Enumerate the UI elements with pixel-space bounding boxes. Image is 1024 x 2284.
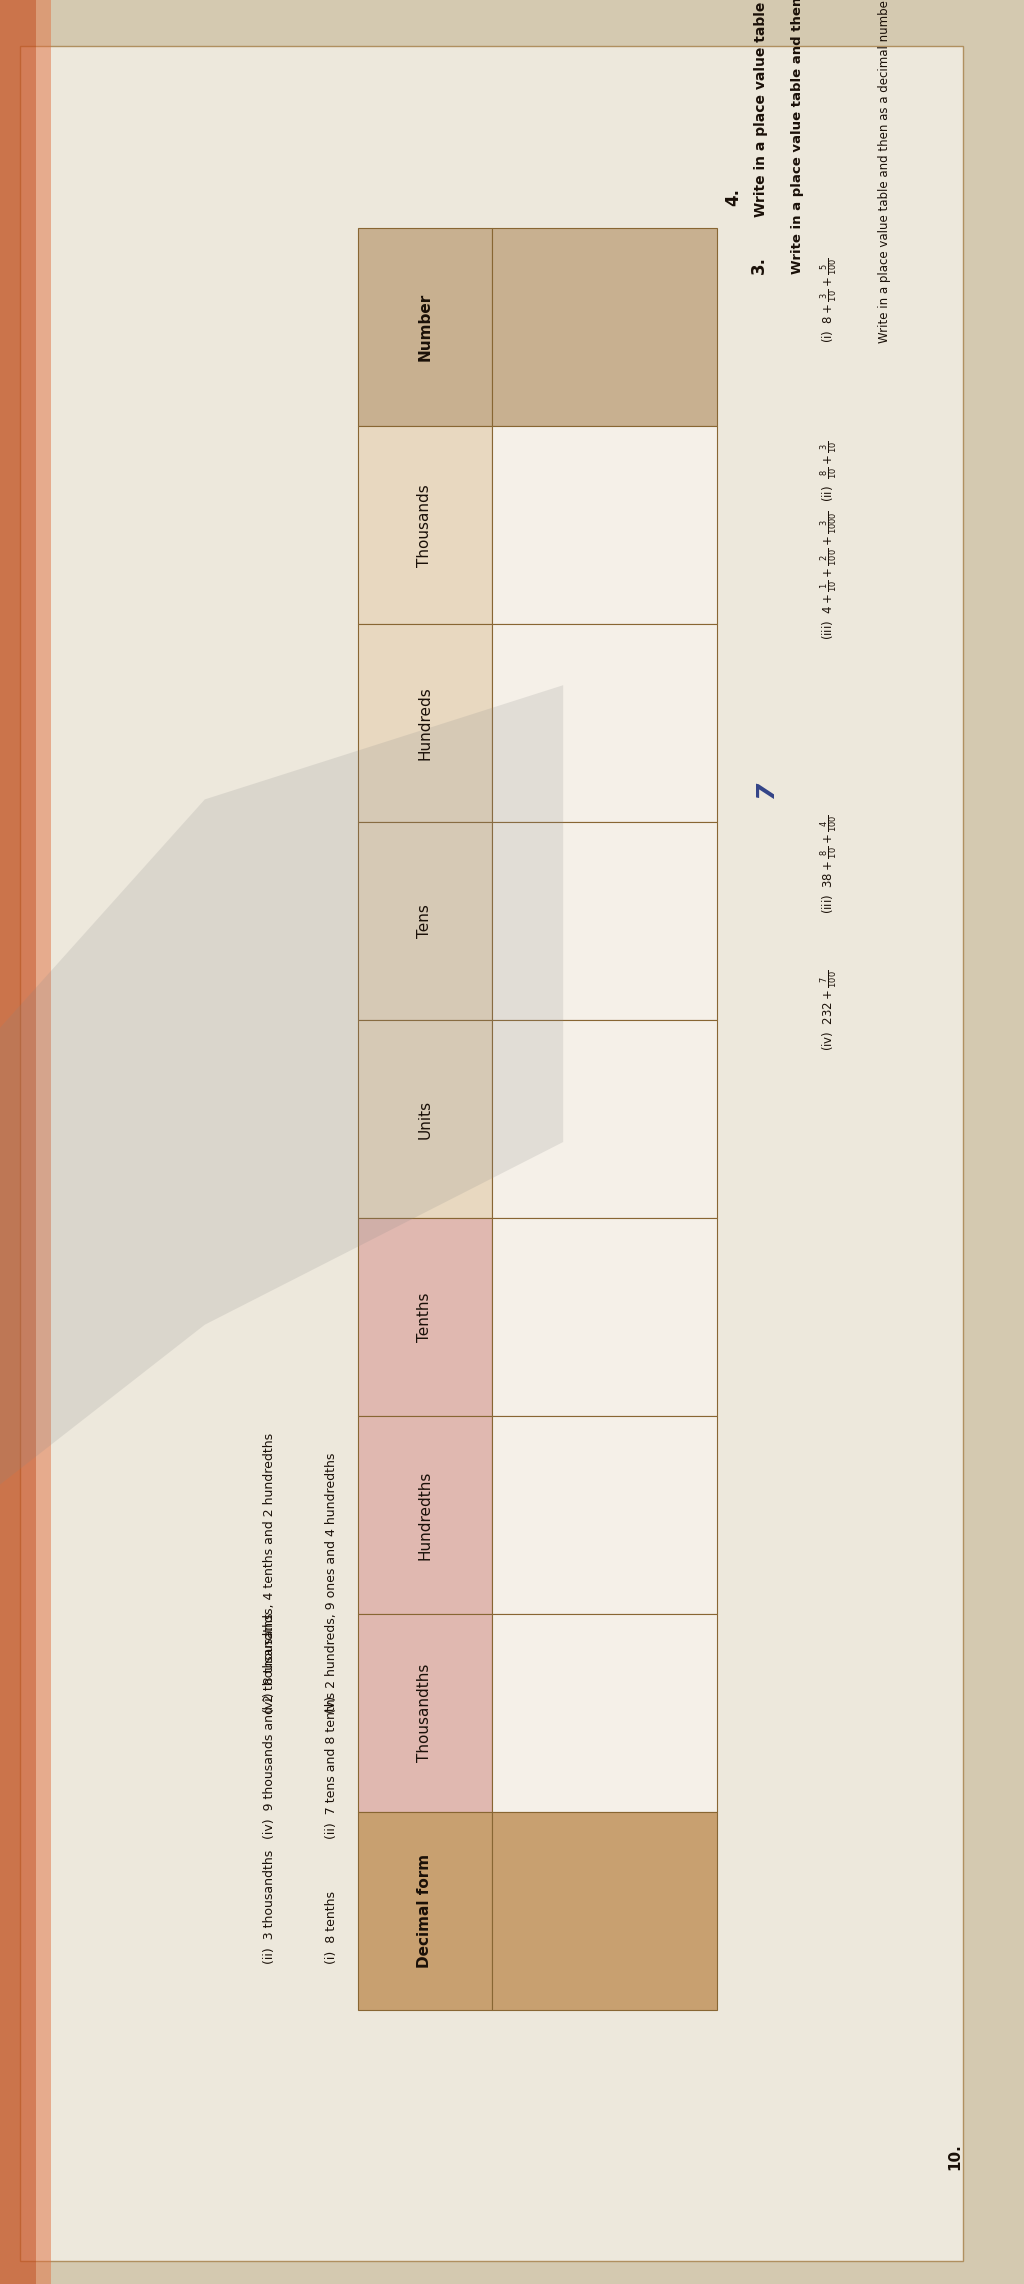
Bar [492,822,717,1021]
Text: Write in a place value table and then as a decimal number:: Write in a place value table and then as… [878,0,891,343]
Text: (i)  $8+\frac{3}{10}+\frac{5}{100}$: (i) $8+\frac{3}{10}+\frac{5}{100}$ [818,256,840,343]
Bar [358,1217,492,1416]
Text: Hundreds: Hundreds [418,687,432,761]
Bar [0,0,36,2284]
Bar [358,228,492,427]
Bar [492,1217,717,1416]
Bar [358,1615,492,1811]
Bar [492,1615,717,1811]
Text: 4.: 4. [724,187,742,206]
Bar [358,1811,492,2010]
Text: Write in a place value table and then as a decimal number:: Write in a place value table and then as… [754,0,768,217]
Text: (iii)  $38+\frac{8}{10}+\frac{4}{100}$: (iii) $38+\frac{8}{10}+\frac{4}{100}$ [818,813,840,914]
Bar [492,427,717,624]
Bar [492,228,717,427]
Text: Hundredths: Hundredths [418,1471,432,1560]
Bar [36,0,51,2284]
Text: 3.: 3. [750,256,768,274]
Text: Decimal form: Decimal form [418,1855,432,1969]
Text: Thousands: Thousands [418,484,432,566]
Bar [492,1416,717,1615]
Text: Thousandths: Thousandths [418,1663,432,1763]
Text: (iii)  $4+\frac{1}{10}+\frac{2}{100}+\frac{3}{1000}$: (iii) $4+\frac{1}{10}+\frac{2}{100}+\fra… [818,509,840,640]
Bar [492,1811,717,2010]
Text: (i)  8 tenths: (i) 8 tenths [325,1891,338,1964]
Text: (ii)  $\frac{8}{10}+\frac{3}{10}$: (ii) $\frac{8}{10}+\frac{3}{10}$ [818,441,840,502]
Text: Write in a place value table and then as a decimal number:: Write in a place value table and then as… [791,0,804,274]
Bar [492,1021,717,1217]
Text: (ii)  3 thousandths: (ii) 3 thousandths [263,1850,276,1964]
Text: Tenths: Tenths [418,1293,432,1343]
Text: (iv)  $232+\frac{7}{100}$: (iv) $232+\frac{7}{100}$ [818,968,840,1051]
Text: 7: 7 [755,781,778,799]
Polygon shape [0,685,563,1485]
Text: (vi)  8 thousands, 4 tenths and 2 hundredths: (vi) 8 thousands, 4 tenths and 2 hundred… [263,1432,276,1713]
Text: Number: Number [418,292,432,361]
Text: (iv)  9 thousands and 2 thousandths: (iv) 9 thousands and 2 thousandths [263,1613,276,1839]
Text: Tens: Tens [418,904,432,939]
FancyBboxPatch shape [20,46,963,2261]
Bar [358,427,492,624]
Bar [358,822,492,1021]
Text: 10.: 10. [947,2142,963,2170]
Bar [358,1416,492,1615]
Text: (v)  2 hundreds, 9 ones and 4 hundredths: (v) 2 hundreds, 9 ones and 4 hundredths [325,1453,338,1713]
Text: (ii)  7 tens and 8 tenths: (ii) 7 tens and 8 tenths [325,1692,338,1839]
Text: Units: Units [418,1099,432,1140]
Bar [492,624,717,822]
Bar [358,624,492,822]
Bar [358,1021,492,1217]
